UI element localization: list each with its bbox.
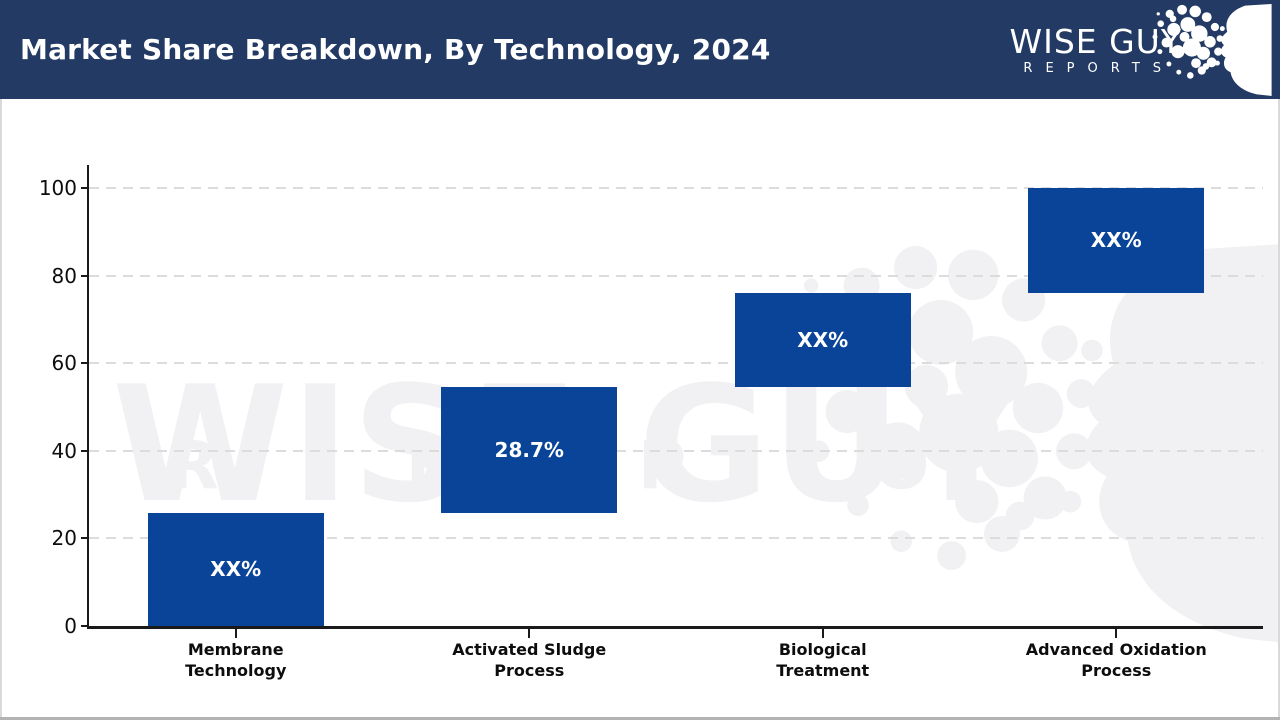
y-tick-label-40: 40 bbox=[51, 438, 77, 463]
y-tick-0 bbox=[81, 625, 89, 627]
y-tick-20 bbox=[81, 537, 89, 540]
y-tick-100 bbox=[81, 187, 89, 189]
y-tick-80 bbox=[81, 274, 89, 277]
y-tick-label-20: 20 bbox=[51, 526, 77, 551]
page-border-left bbox=[0, 99, 2, 720]
bar-value-label: XX% bbox=[1090, 228, 1142, 253]
page-border-bottom bbox=[0, 717, 1280, 720]
logo-text: WISE GUY REPORTS bbox=[1009, 21, 1182, 76]
bar-segment: XX% bbox=[147, 512, 324, 626]
header-bar: Market Share Breakdown, By Technology, 2… bbox=[0, 0, 1280, 99]
wise-guy-reports-logo: WISE GUY REPORTS bbox=[1009, 4, 1276, 96]
x-category-label: Advanced Oxidation Process bbox=[1025, 640, 1207, 680]
bar-segment: 28.7% bbox=[441, 386, 618, 513]
x-category-label: Activated Sludge Process bbox=[452, 640, 607, 680]
gridline-80 bbox=[89, 274, 1263, 277]
y-tick-label-0: 0 bbox=[64, 614, 77, 638]
logo-reports-label: REPORTS bbox=[1023, 60, 1175, 76]
logo-wordmark: WISE GUY bbox=[1009, 21, 1182, 61]
x-tick-0 bbox=[234, 629, 237, 638]
x-tick-1 bbox=[528, 629, 531, 638]
page-border-right bbox=[1278, 99, 1280, 720]
y-tick-label-80: 80 bbox=[51, 263, 77, 288]
y-tick-label-60: 60 bbox=[51, 351, 77, 376]
gridline-100 bbox=[89, 187, 1263, 189]
y-tick-40 bbox=[81, 449, 89, 452]
y-tick-60 bbox=[81, 362, 89, 365]
bar-segment: XX% bbox=[1028, 188, 1205, 293]
gridline-20 bbox=[89, 537, 1263, 540]
y-axis-line bbox=[87, 165, 89, 628]
gridline-40 bbox=[89, 449, 1263, 452]
bar-value-label: XX% bbox=[797, 327, 849, 352]
x-category-label: Membrane Technology bbox=[185, 640, 287, 680]
bar-value-label: 28.7% bbox=[494, 437, 564, 462]
x-tick-2 bbox=[821, 629, 824, 638]
bar-value-label: XX% bbox=[210, 557, 262, 582]
page-title: Market Share Breakdown, By Technology, 2… bbox=[20, 33, 771, 66]
gridline-60 bbox=[89, 362, 1263, 365]
x-category-label: Biological Treatment bbox=[776, 640, 870, 680]
x-axis-line bbox=[87, 626, 1263, 629]
x-tick-3 bbox=[1115, 629, 1118, 638]
bar-segment: XX% bbox=[734, 292, 911, 387]
y-tick-label-100: 100 bbox=[38, 176, 77, 200]
